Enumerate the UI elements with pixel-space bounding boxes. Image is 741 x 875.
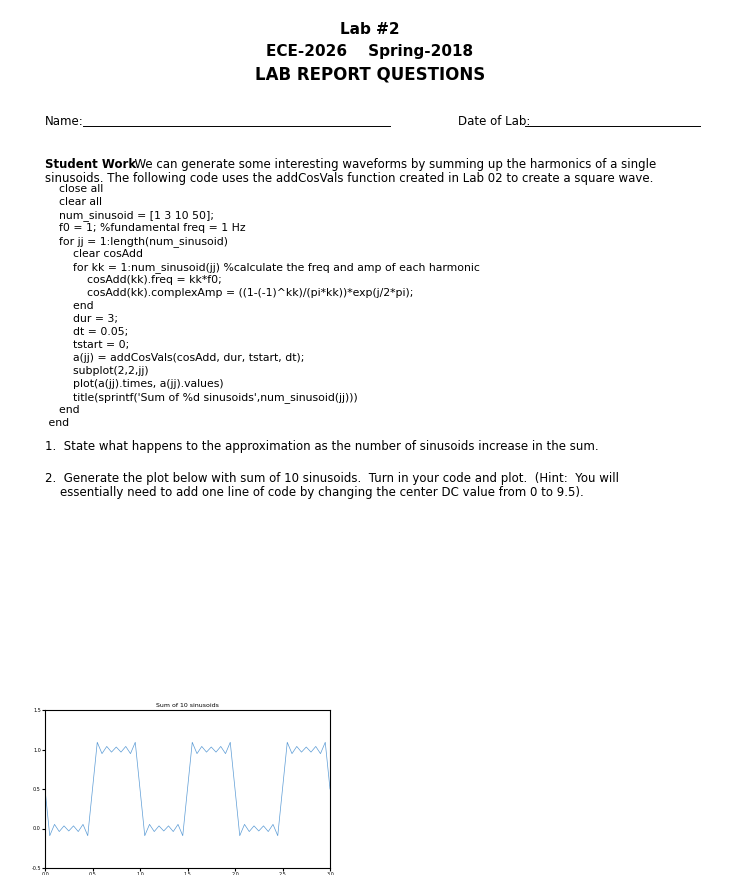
Text: f0 = 1; %fundamental freq = 1 Hz: f0 = 1; %fundamental freq = 1 Hz [45,223,245,233]
Text: Student Work: Student Work [45,158,136,171]
Text: 1.  State what happens to the approximation as the number of sinusoids increase : 1. State what happens to the approximati… [45,440,599,453]
Text: end: end [45,405,79,415]
Text: tstart = 0;: tstart = 0; [45,340,129,350]
Text: cosAdd(kk).complexAmp = ((1-(-1)^kk)/(pi*kk))*exp(j/2*pi);: cosAdd(kk).complexAmp = ((1-(-1)^kk)/(pi… [45,288,413,298]
Text: Date of Lab:: Date of Lab: [458,115,531,128]
Text: end: end [45,301,93,311]
Text: a(jj) = addCosVals(cosAdd, dur, tstart, dt);: a(jj) = addCosVals(cosAdd, dur, tstart, … [45,353,305,363]
Text: :  We can generate some interesting waveforms by summing up the harmonics of a s: : We can generate some interesting wavef… [123,158,657,171]
Text: clear cosAdd: clear cosAdd [45,249,143,259]
Text: for jj = 1:length(num_sinusoid): for jj = 1:length(num_sinusoid) [45,236,228,247]
Title: Sum of 10 sinusoids: Sum of 10 sinusoids [156,704,219,708]
Text: num_sinusoid = [1 3 10 50];: num_sinusoid = [1 3 10 50]; [45,210,214,220]
Text: Name:: Name: [45,115,84,128]
Text: ECE-2026    Spring-2018: ECE-2026 Spring-2018 [267,44,473,59]
Text: plot(a(jj).times, a(jj).values): plot(a(jj).times, a(jj).values) [45,379,224,389]
Text: close all: close all [45,184,103,194]
Text: essentially need to add one line of code by changing the center DC value from 0 : essentially need to add one line of code… [45,486,584,499]
Text: title(sprintf('Sum of %d sinusoids',num_sinusoid(jj))): title(sprintf('Sum of %d sinusoids',num_… [45,392,358,402]
Text: clear all: clear all [45,197,102,207]
Text: for kk = 1:num_sinusoid(jj) %calculate the freq and amp of each harmonic: for kk = 1:num_sinusoid(jj) %calculate t… [45,262,480,273]
Text: subplot(2,2,jj): subplot(2,2,jj) [45,366,149,376]
Text: cosAdd(kk).freq = kk*f0;: cosAdd(kk).freq = kk*f0; [45,275,222,285]
Text: dur = 3;: dur = 3; [45,314,118,324]
Text: end: end [45,418,69,428]
Text: sinusoids. The following code uses the addCosVals function created in Lab 02 to : sinusoids. The following code uses the a… [45,172,654,185]
Text: Lab #2: Lab #2 [340,22,400,37]
Text: 2.  Generate the plot below with sum of 10 sinusoids.  Turn in your code and plo: 2. Generate the plot below with sum of 1… [45,472,619,485]
Text: LAB REPORT QUESTIONS: LAB REPORT QUESTIONS [255,66,485,84]
Text: dt = 0.05;: dt = 0.05; [45,327,128,337]
